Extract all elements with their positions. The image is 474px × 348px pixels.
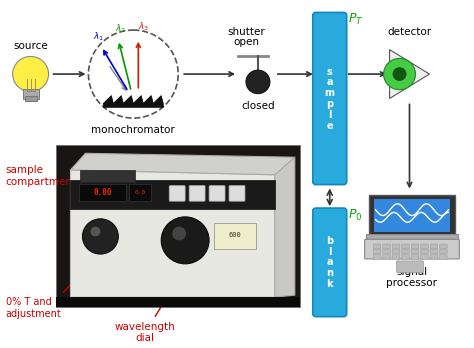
Text: source: source (13, 41, 48, 50)
Text: 600: 600 (228, 232, 241, 238)
Circle shape (13, 56, 48, 92)
FancyBboxPatch shape (397, 261, 423, 272)
Text: s
a
m
p
l
e: s a m p l e (325, 66, 335, 130)
FancyBboxPatch shape (374, 244, 381, 248)
FancyBboxPatch shape (365, 239, 459, 259)
Text: monochromator: monochromator (91, 125, 175, 135)
FancyBboxPatch shape (369, 195, 456, 236)
FancyBboxPatch shape (383, 250, 391, 254)
FancyBboxPatch shape (23, 89, 38, 98)
FancyBboxPatch shape (402, 250, 409, 254)
Text: wavelength
dial: wavelength dial (115, 263, 188, 343)
Text: 0.00: 0.00 (93, 188, 112, 197)
Text: b
l
a
n
k: b l a n k (326, 236, 333, 289)
FancyBboxPatch shape (55, 145, 300, 307)
FancyBboxPatch shape (439, 244, 447, 248)
Polygon shape (275, 157, 295, 297)
FancyBboxPatch shape (81, 170, 135, 182)
Circle shape (82, 219, 118, 254)
FancyBboxPatch shape (365, 235, 458, 242)
FancyBboxPatch shape (313, 13, 346, 184)
Polygon shape (390, 50, 429, 98)
FancyBboxPatch shape (383, 255, 391, 259)
Text: open: open (233, 37, 259, 47)
Circle shape (172, 227, 186, 240)
Text: detector: detector (387, 27, 431, 37)
FancyBboxPatch shape (214, 223, 256, 249)
FancyBboxPatch shape (430, 244, 438, 248)
FancyBboxPatch shape (420, 244, 428, 248)
FancyBboxPatch shape (439, 250, 447, 254)
FancyBboxPatch shape (392, 250, 400, 254)
FancyBboxPatch shape (420, 255, 428, 259)
FancyBboxPatch shape (430, 255, 438, 259)
FancyBboxPatch shape (209, 185, 225, 201)
Polygon shape (71, 153, 295, 175)
FancyBboxPatch shape (402, 255, 409, 259)
Text: closed: closed (241, 102, 275, 111)
FancyBboxPatch shape (420, 250, 428, 254)
FancyBboxPatch shape (402, 244, 409, 248)
Circle shape (161, 217, 209, 264)
FancyBboxPatch shape (392, 255, 400, 259)
Text: signal
processor: signal processor (386, 267, 438, 288)
Text: $\lambda_1$: $\lambda_1$ (93, 31, 105, 43)
FancyBboxPatch shape (374, 199, 450, 231)
FancyBboxPatch shape (71, 180, 275, 209)
FancyBboxPatch shape (374, 250, 381, 254)
FancyBboxPatch shape (374, 255, 381, 259)
Circle shape (91, 227, 100, 236)
Polygon shape (55, 297, 300, 307)
Circle shape (246, 70, 270, 94)
Text: 0% T and 100% T
adjustment: 0% T and 100% T adjustment (6, 255, 100, 319)
Text: $\lambda_2$: $\lambda_2$ (115, 22, 127, 34)
FancyBboxPatch shape (439, 255, 447, 259)
Circle shape (392, 67, 407, 81)
Polygon shape (103, 96, 163, 107)
Text: $\lambda_3$: $\lambda_3$ (138, 20, 149, 33)
FancyBboxPatch shape (383, 244, 391, 248)
FancyBboxPatch shape (411, 250, 419, 254)
Circle shape (383, 58, 416, 90)
FancyBboxPatch shape (430, 250, 438, 254)
Text: 0.0: 0.0 (135, 190, 146, 195)
FancyBboxPatch shape (25, 96, 36, 102)
FancyBboxPatch shape (169, 185, 185, 201)
FancyBboxPatch shape (80, 184, 127, 201)
Text: $P_0$: $P_0$ (347, 208, 362, 223)
FancyBboxPatch shape (313, 208, 346, 317)
FancyBboxPatch shape (411, 255, 419, 259)
Text: $P_T$: $P_T$ (347, 12, 363, 27)
FancyBboxPatch shape (392, 244, 400, 248)
FancyBboxPatch shape (189, 185, 205, 201)
FancyBboxPatch shape (229, 185, 245, 201)
Polygon shape (71, 170, 275, 297)
FancyBboxPatch shape (129, 184, 151, 201)
FancyBboxPatch shape (411, 244, 419, 248)
Text: shutter: shutter (227, 27, 265, 37)
Text: sample
compartment: sample compartment (6, 165, 96, 187)
